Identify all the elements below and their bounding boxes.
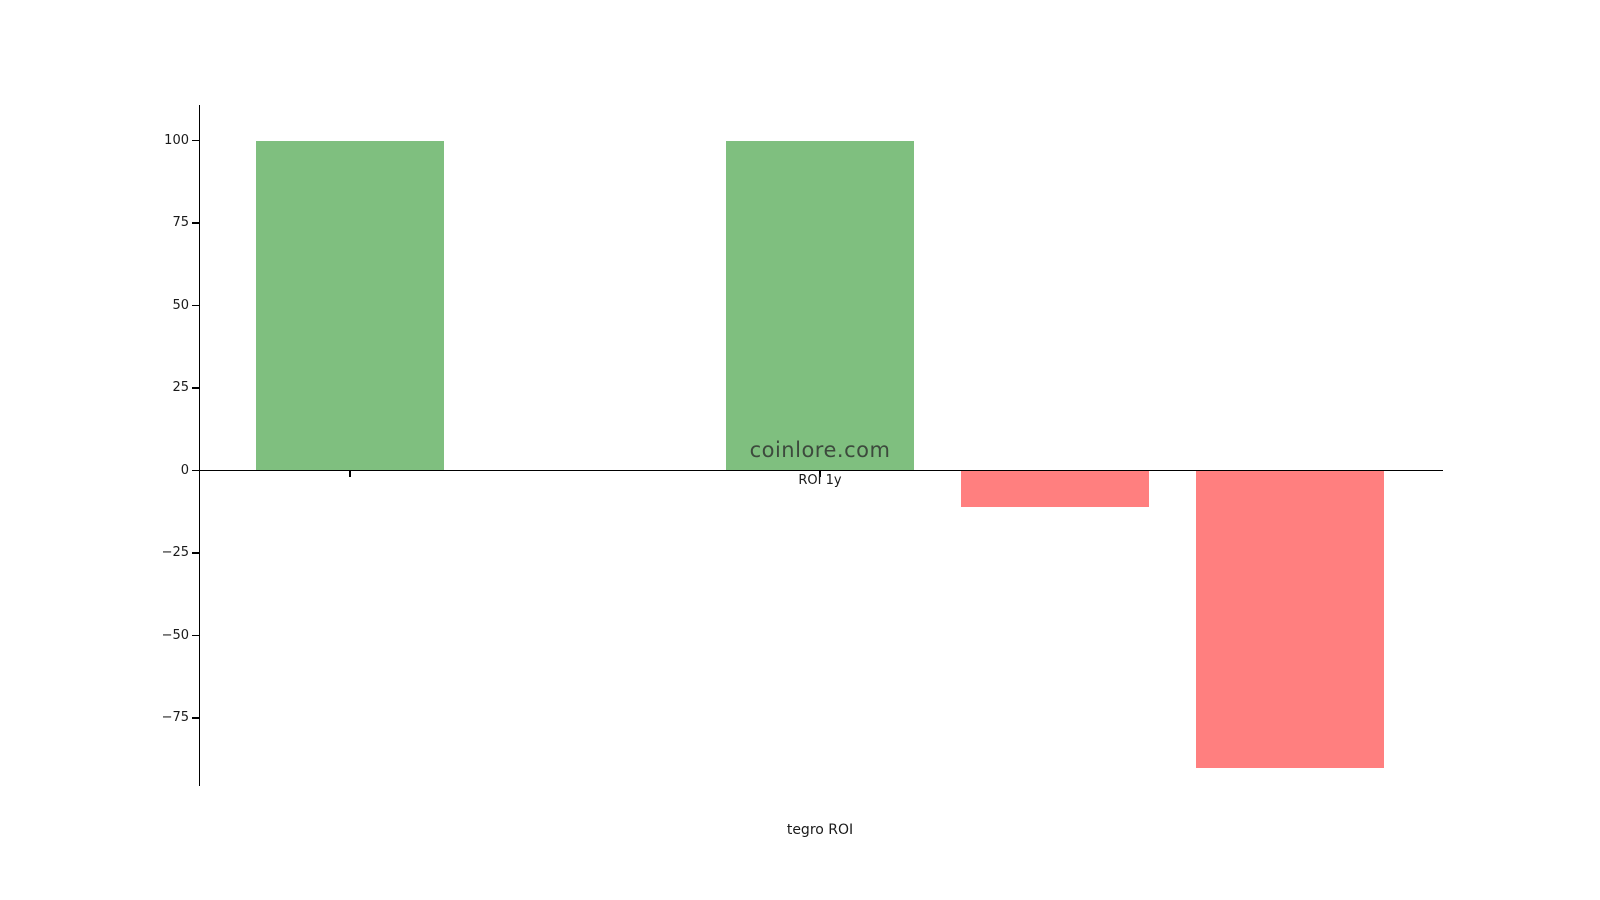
y-tick-label: 25 [172,380,189,395]
y-tick-label: 75 [172,215,189,230]
bar-ROI 1y [726,140,914,471]
y-tick-mark [192,552,199,554]
y-tick-label: 50 [172,297,189,313]
watermark-text: coinlore.com [749,438,891,462]
y-tick-label: 100 [164,132,189,148]
x-tick-mark [819,471,821,477]
y-tick-mark [192,717,199,719]
x-tick-mark [349,471,351,477]
bar-category-0 [256,140,444,471]
y-tick-mark [192,222,199,224]
x-axis-zero-line [199,470,1443,472]
y-tick-label: −75 [161,710,189,725]
y-axis-line [199,105,201,786]
y-tick-label: −50 [161,627,189,643]
y-tick-mark [192,634,199,637]
x-axis-title: tegro ROI [786,822,854,838]
bar-category-4 [1196,470,1384,768]
bar-category-3 [961,470,1149,507]
y-tick-mark [192,139,199,142]
y-tick-label: 0 [180,462,189,478]
x-tick-label: ROI 1y [798,473,842,488]
y-tick-mark [192,469,199,472]
y-tick-label: −25 [161,545,189,560]
y-tick-mark [192,304,199,307]
y-tick-mark [192,387,199,389]
